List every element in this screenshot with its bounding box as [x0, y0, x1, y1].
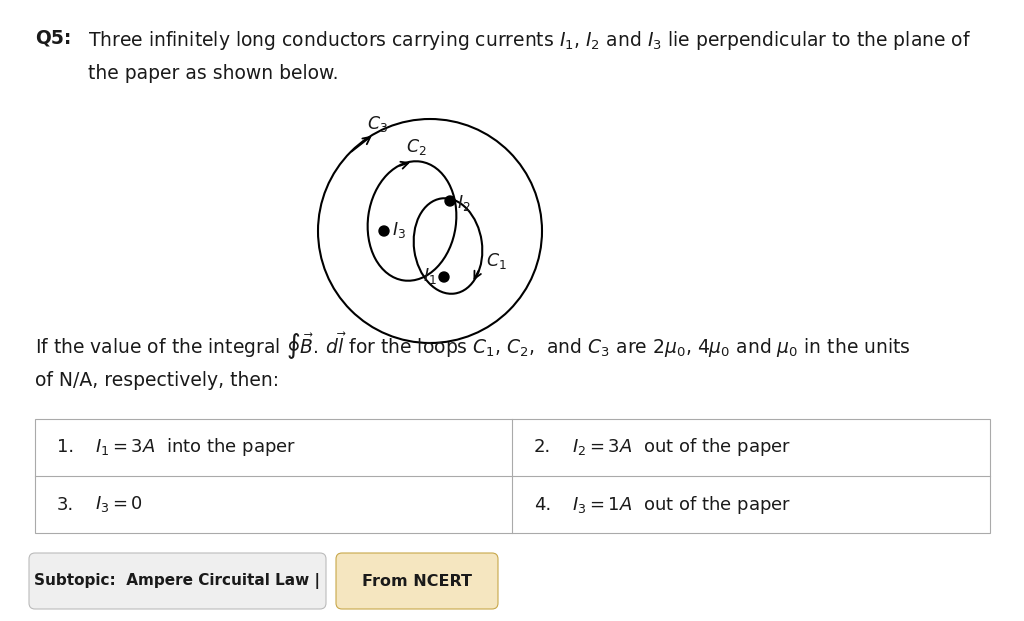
Bar	[35, 419, 990, 533]
FancyBboxPatch shape	[336, 553, 498, 609]
Text: $I_2$: $I_2$	[457, 193, 471, 213]
Text: 4.: 4.	[534, 496, 551, 514]
Text: of N/A, respectively, then:: of N/A, respectively, then:	[35, 371, 280, 390]
Text: 2.: 2.	[534, 438, 551, 456]
Text: $C_3$: $C_3$	[367, 114, 388, 134]
Text: If the value of the integral $\oint \vec{B}.\, d\vec{l}$ for the loops $C_1$, $C: If the value of the integral $\oint \vec…	[35, 331, 910, 362]
Circle shape	[445, 196, 455, 206]
Text: $I_3 = 1A$  out of the paper: $I_3 = 1A$ out of the paper	[572, 494, 791, 515]
Text: Three infinitely long conductors carrying currents $I_1$, $I_2$ and $I_3$ lie pe: Three infinitely long conductors carryin…	[88, 29, 972, 52]
Text: 1.: 1.	[57, 438, 74, 456]
Text: $C_1$: $C_1$	[486, 251, 507, 271]
FancyBboxPatch shape	[29, 553, 326, 609]
Circle shape	[379, 226, 389, 236]
Text: $I_3 = 0$: $I_3 = 0$	[95, 494, 143, 515]
Text: Q5:: Q5:	[35, 29, 72, 48]
Text: Subtopic:  Ampere Circuital Law |: Subtopic: Ampere Circuital Law |	[35, 573, 321, 589]
Text: $I_1 = 3A$  into the paper: $I_1 = 3A$ into the paper	[95, 437, 296, 458]
Circle shape	[439, 272, 449, 282]
Text: the paper as shown below.: the paper as shown below.	[88, 64, 339, 83]
Text: $I_3$: $I_3$	[392, 220, 406, 240]
Text: From NCERT: From NCERT	[362, 574, 472, 589]
Text: $I_1$: $I_1$	[423, 266, 437, 286]
Text: $C_2$: $C_2$	[406, 137, 427, 157]
Text: 3.: 3.	[57, 496, 75, 514]
Text: $I_2 = 3A$  out of the paper: $I_2 = 3A$ out of the paper	[572, 437, 791, 458]
